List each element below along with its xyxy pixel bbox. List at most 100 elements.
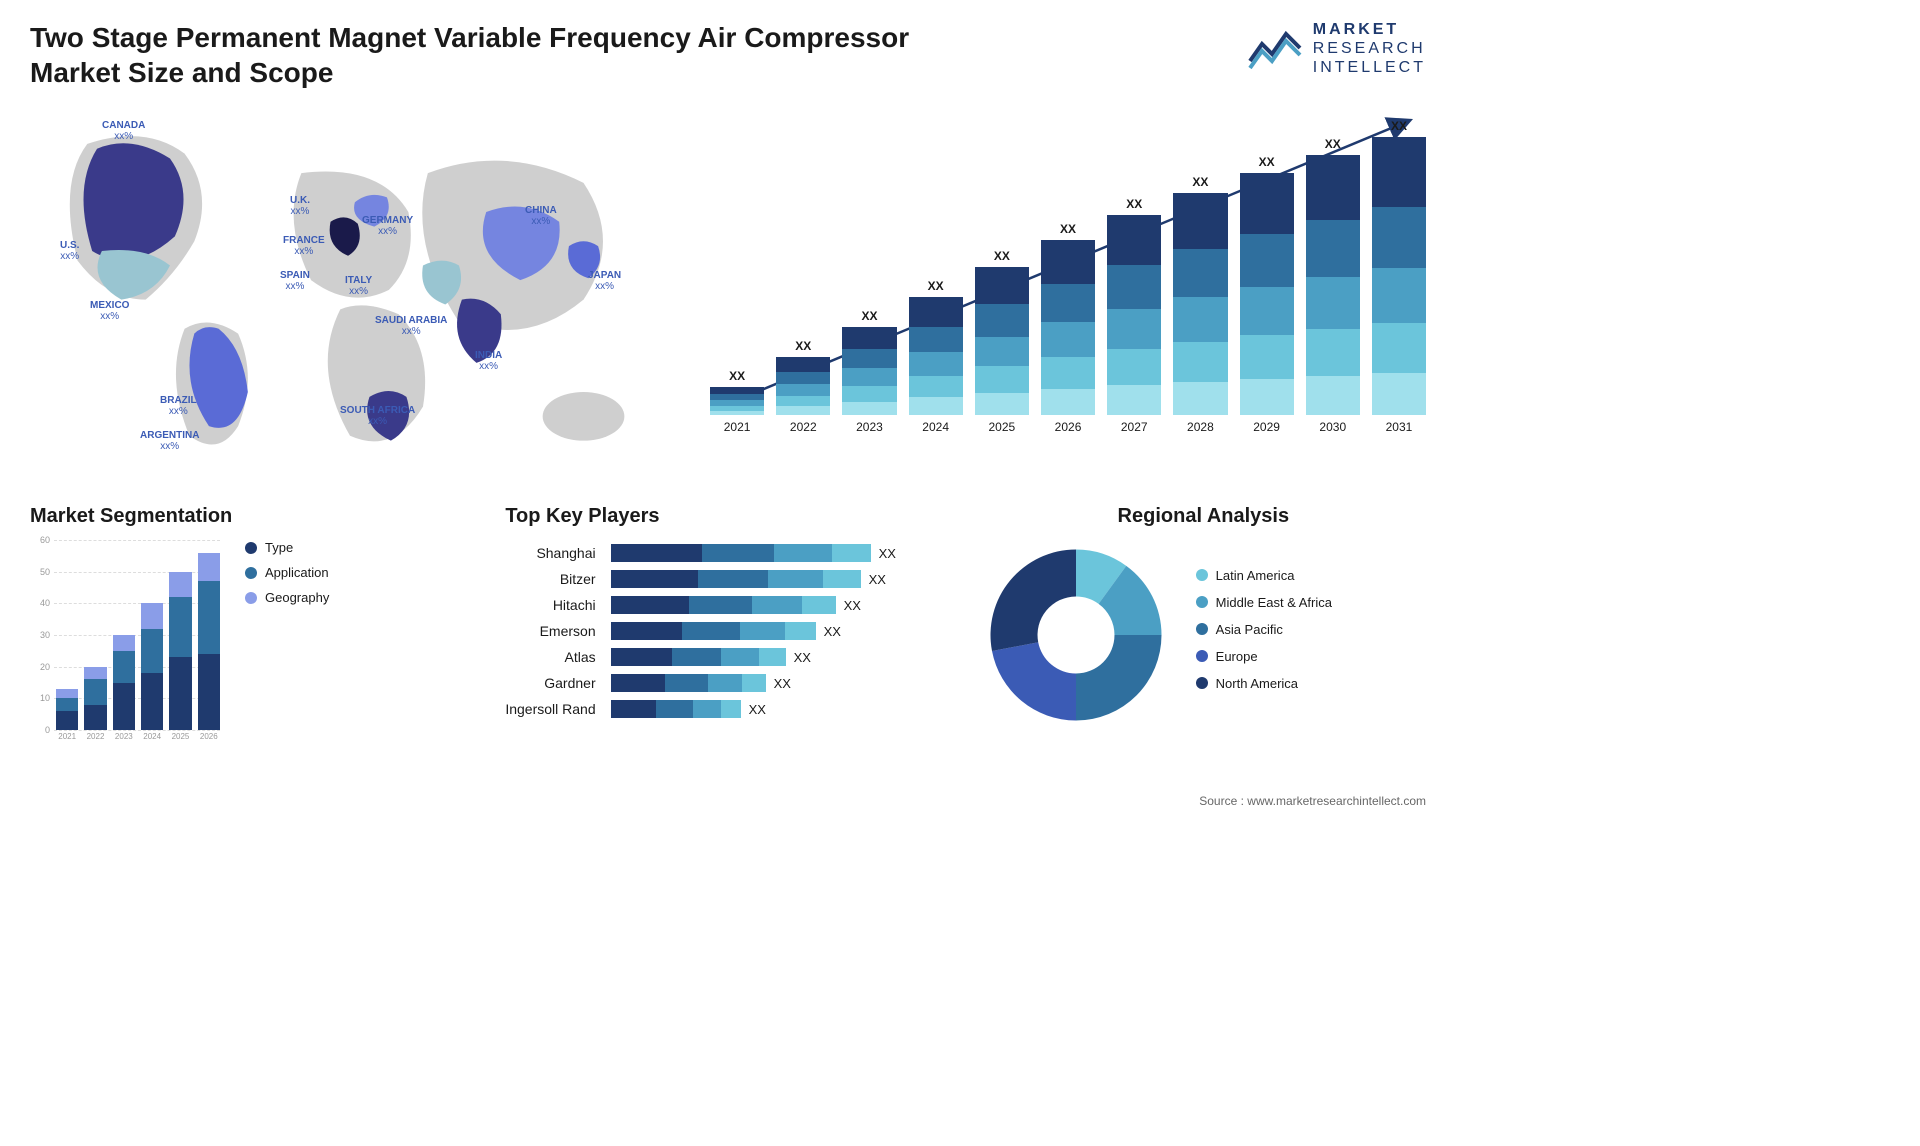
seg-segment [84, 705, 106, 730]
legend-label: Latin America [1216, 568, 1295, 583]
kp-row: XX [611, 670, 951, 696]
kp-segment [752, 596, 802, 614]
growth-segment [1107, 215, 1161, 265]
growth-segment [1173, 249, 1227, 298]
kp-label: Hitachi [505, 592, 595, 618]
legend-dot [1196, 596, 1208, 608]
logo-line2: RESEARCH [1313, 39, 1426, 58]
kp-label: Emerson [505, 618, 595, 644]
legend-label: North America [1216, 676, 1298, 691]
growth-bar-label: XX [861, 309, 877, 323]
kp-segment [611, 570, 699, 588]
page-title: Two Stage Permanent Magnet Variable Freq… [30, 20, 930, 90]
growth-x-label: 2031 [1372, 415, 1426, 445]
legend-dot [1196, 650, 1208, 662]
kp-value: XX [844, 598, 861, 613]
donut-slice [990, 550, 1076, 652]
growth-bar-2029: XX [1240, 155, 1294, 415]
donut-slice [1076, 635, 1162, 721]
growth-segment [1041, 240, 1095, 284]
map-label-japan: JAPANxx% [588, 270, 621, 292]
kp-value: XX [879, 546, 896, 561]
kp-segment [832, 544, 871, 562]
seg-legend-item: Type [245, 540, 329, 555]
legend-label: Asia Pacific [1216, 622, 1283, 637]
segmentation-panel: Market Segmentation 0102030405060 202120… [30, 505, 475, 750]
regional-panel: Regional Analysis Latin AmericaMiddle Ea… [981, 505, 1426, 750]
seg-segment [198, 581, 220, 654]
donut-legend-item: Asia Pacific [1196, 622, 1332, 637]
growth-segment [909, 327, 963, 353]
kp-segment [721, 700, 741, 718]
kp-segment [611, 596, 690, 614]
legend-dot [245, 567, 257, 579]
growth-segment [1240, 173, 1294, 234]
kp-segment [689, 596, 752, 614]
growth-segment [1173, 382, 1227, 415]
seg-segment [56, 698, 78, 711]
kp-segment [785, 622, 816, 640]
growth-segment [842, 327, 896, 349]
kp-segment [721, 648, 760, 666]
seg-y-tick: 30 [40, 630, 50, 640]
growth-segment [1107, 265, 1161, 309]
key-players-title: Top Key Players [505, 505, 950, 528]
kp-segment [693, 700, 722, 718]
legend-dot [245, 592, 257, 604]
map-label-mexico: MEXICOxx% [90, 300, 129, 322]
growth-segment [1107, 385, 1161, 415]
kp-row: XX [611, 540, 951, 566]
seg-bar-2026 [198, 553, 220, 730]
growth-segment [975, 304, 1029, 337]
donut-legend-item: Middle East & Africa [1196, 595, 1332, 610]
seg-y-tick: 50 [40, 567, 50, 577]
legend-label: Application [265, 565, 329, 580]
growth-segment [1372, 373, 1426, 415]
growth-segment [842, 386, 896, 402]
seg-y-tick: 20 [40, 662, 50, 672]
key-players-bars: XXXXXXXXXXXXXX [611, 540, 951, 722]
growth-segment [1173, 342, 1227, 382]
legend-label: Geography [265, 590, 329, 605]
seg-segment [141, 629, 163, 673]
seg-legend-item: Application [245, 565, 329, 580]
kp-segment [698, 570, 768, 588]
growth-segment [909, 352, 963, 376]
seg-segment [169, 657, 191, 730]
kp-bar [611, 544, 871, 562]
seg-bar-2023 [113, 635, 135, 730]
growth-bar-label: XX [729, 369, 745, 383]
growth-segment [1306, 376, 1360, 415]
growth-bar-label: XX [795, 339, 811, 353]
map-label-india: INDIAxx% [475, 350, 502, 372]
seg-y-tick: 0 [45, 725, 50, 735]
growth-bar-2023: XX [842, 309, 896, 415]
source-attribution: Source : www.marketresearchintellect.com [1199, 794, 1426, 808]
growth-bar-2022: XX [776, 339, 830, 415]
growth-bar-2027: XX [1107, 197, 1161, 415]
growth-x-label: 2022 [776, 415, 830, 445]
map-label-us: U.S.xx% [60, 240, 79, 262]
legend-dot [1196, 569, 1208, 581]
legend-label: Middle East & Africa [1216, 595, 1332, 610]
seg-bar-2024 [141, 603, 163, 730]
key-players-labels: ShanghaiBitzerHitachiEmersonAtlasGardner… [505, 540, 595, 722]
kp-segment [740, 622, 785, 640]
kp-bar [611, 596, 836, 614]
growth-bar-2031: XX [1372, 119, 1426, 415]
growth-segment [1306, 329, 1360, 376]
growth-x-label: 2026 [1041, 415, 1095, 445]
seg-segment [169, 572, 191, 597]
seg-segment [141, 603, 163, 628]
growth-segment [1173, 193, 1227, 249]
kp-label: Gardner [505, 670, 595, 696]
kp-value: XX [774, 676, 791, 691]
logo-icon [1248, 26, 1303, 71]
kp-segment [702, 544, 775, 562]
growth-segment [1041, 284, 1095, 323]
growth-segment [1173, 297, 1227, 341]
seg-y-tick: 60 [40, 535, 50, 545]
kp-row: XX [611, 696, 951, 722]
growth-bar-2025: XX [975, 249, 1029, 415]
kp-segment [768, 570, 823, 588]
